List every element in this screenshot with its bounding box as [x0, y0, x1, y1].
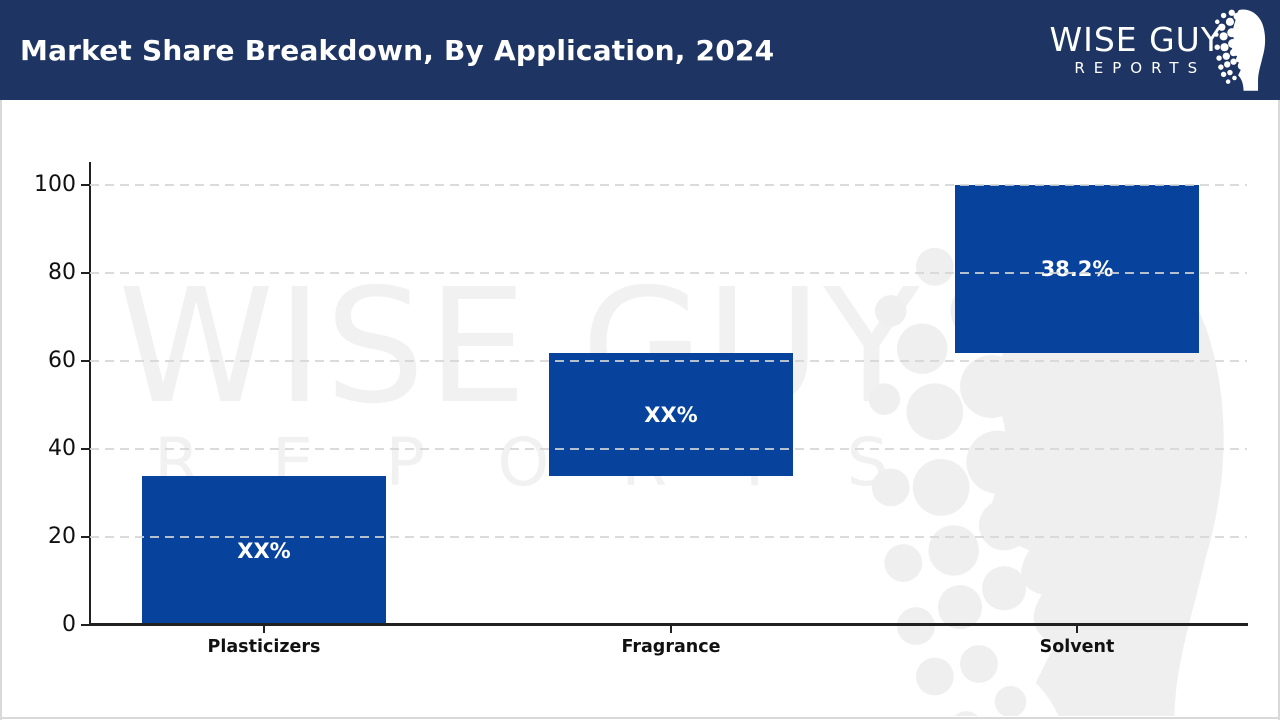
gridline: [90, 184, 1247, 186]
y-tick-label: 60: [48, 348, 76, 373]
y-axis-line: [89, 162, 91, 625]
y-tick-mark: [81, 360, 90, 362]
y-tick-label: 40: [48, 436, 76, 461]
y-tick-label: 0: [62, 612, 76, 637]
bar: 38.2%: [955, 185, 1199, 354]
x-category-label: Fragrance: [621, 637, 721, 657]
bar: XX%: [549, 353, 793, 477]
x-tick-mark: [263, 626, 265, 633]
gridline: [90, 360, 1247, 362]
header-banner: Market Share Breakdown, By Application, …: [0, 0, 1280, 100]
brand-subtitle: REPORTS: [1074, 59, 1207, 78]
x-axis-line: [89, 623, 1248, 626]
page-title: Market Share Breakdown, By Application, …: [20, 33, 775, 67]
y-tick-mark: [81, 536, 90, 538]
right-border: [1278, 100, 1280, 720]
bar: XX%: [142, 476, 386, 625]
brand-name: WISE GUY: [1049, 19, 1222, 59]
y-tick-label: 20: [48, 524, 76, 549]
brand-logo-text: WISE GUY REPORTS: [1049, 19, 1222, 78]
y-tick-label: 80: [48, 260, 76, 285]
y-tick-mark: [81, 184, 90, 186]
x-category-label: Solvent: [1039, 637, 1115, 657]
y-tick-mark: [81, 448, 90, 450]
y-tick-mark: [81, 624, 90, 626]
gridline: [90, 448, 1247, 450]
x-tick-mark: [670, 626, 672, 633]
bar-value-label: XX%: [237, 538, 291, 563]
left-border: [0, 100, 2, 720]
brand-logo: WISE GUY REPORTS: [1049, 7, 1268, 91]
y-tick-mark: [81, 272, 90, 274]
x-category-label: Plasticizers: [207, 637, 321, 657]
y-tick-label: 100: [34, 172, 76, 197]
bar-value-label: XX%: [644, 402, 698, 427]
x-tick-mark: [1076, 626, 1078, 633]
gridline: [90, 272, 1247, 274]
gridline: [90, 536, 1247, 538]
bottom-border: [0, 717, 1280, 719]
bar-value-label: 38.2%: [1040, 257, 1114, 282]
